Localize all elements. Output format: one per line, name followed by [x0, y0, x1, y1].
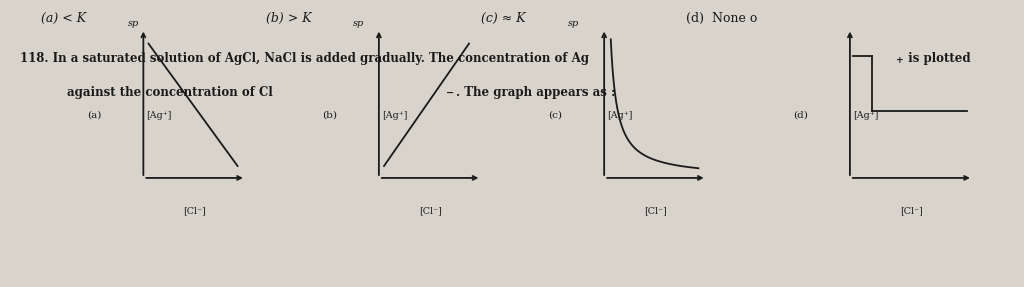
Text: −: −: [446, 89, 455, 98]
Text: [Ag⁺]: [Ag⁺]: [853, 111, 879, 120]
Text: (d)  None o: (d) None o: [686, 11, 758, 24]
Text: [Ag⁺]: [Ag⁺]: [146, 111, 172, 120]
Text: against the concentration of Cl: against the concentration of Cl: [67, 86, 272, 99]
Text: (b) > K: (b) > K: [266, 11, 312, 24]
Text: [Cl⁻]: [Cl⁻]: [183, 207, 206, 216]
Text: [Ag⁺]: [Ag⁺]: [382, 111, 408, 120]
Text: (a) < K: (a) < K: [41, 11, 86, 24]
Text: [Cl⁻]: [Cl⁻]: [419, 207, 441, 216]
Text: sp: sp: [568, 19, 580, 28]
Text: (c): (c): [548, 111, 562, 120]
Text: (b): (b): [323, 111, 338, 120]
Text: [Cl⁻]: [Cl⁻]: [900, 207, 923, 216]
Text: is plotted: is plotted: [904, 52, 971, 65]
Text: sp: sp: [353, 19, 365, 28]
Text: [Ag⁺]: [Ag⁺]: [607, 111, 633, 120]
Text: (c) ≈ K: (c) ≈ K: [481, 11, 526, 24]
Text: sp: sp: [128, 19, 139, 28]
Text: [Cl⁻]: [Cl⁻]: [644, 207, 667, 216]
Text: +: +: [896, 56, 903, 65]
Text: (a): (a): [87, 111, 101, 120]
Text: . The graph appears as :: . The graph appears as :: [456, 86, 615, 99]
Text: (d): (d): [794, 111, 809, 120]
Text: 118. In a saturated solution of AgCl, NaCl is added gradually. The concentration: 118. In a saturated solution of AgCl, Na…: [20, 52, 590, 65]
